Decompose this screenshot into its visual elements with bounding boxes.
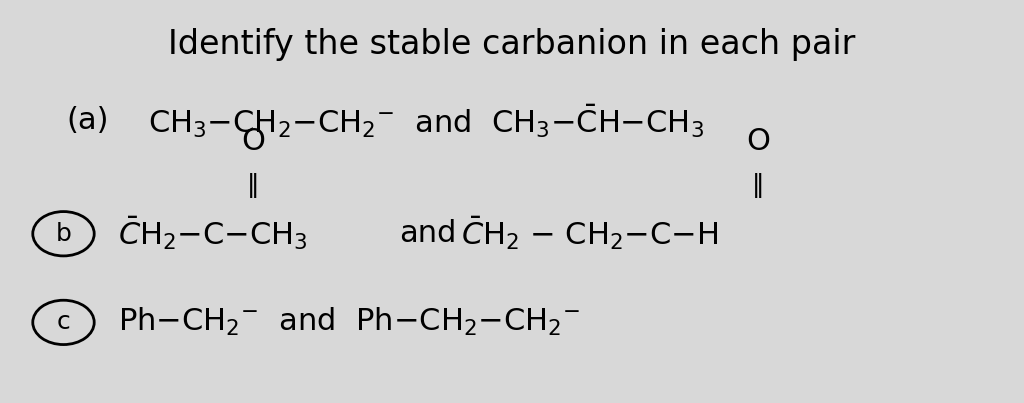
Text: O: O xyxy=(241,127,265,156)
Text: Ph$-$CH$_2$$^{-}$  and  Ph$-$CH$_2$$-$CH$_2$$^{-}$: Ph$-$CH$_2$$^{-}$ and Ph$-$CH$_2$$-$CH$_… xyxy=(118,306,580,339)
Text: $\bar{C}$H$_2$$-$C$-$CH$_3$: $\bar{C}$H$_2$$-$C$-$CH$_3$ xyxy=(118,215,307,252)
Text: CH$_3$$-$CH$_2$$-$CH$_2$$^{-}$  and  CH$_3$$-$$\mathdefault{\bar{C}}$H$-$CH$_3$: CH$_3$$-$CH$_2$$-$CH$_2$$^{-}$ and CH$_3… xyxy=(148,102,705,139)
Text: b: b xyxy=(55,222,72,246)
Text: Identify the stable carbanion in each pair: Identify the stable carbanion in each pa… xyxy=(168,28,856,61)
Text: ‖: ‖ xyxy=(752,173,764,198)
Text: O: O xyxy=(745,127,770,156)
Text: and: and xyxy=(399,219,457,248)
Text: (a): (a) xyxy=(67,106,110,135)
Text: ‖: ‖ xyxy=(247,173,259,198)
Text: c: c xyxy=(56,310,71,334)
Text: $\bar{C}$H$_2$ $-$ CH$_2$$-$C$-$H: $\bar{C}$H$_2$ $-$ CH$_2$$-$C$-$H xyxy=(461,215,718,252)
